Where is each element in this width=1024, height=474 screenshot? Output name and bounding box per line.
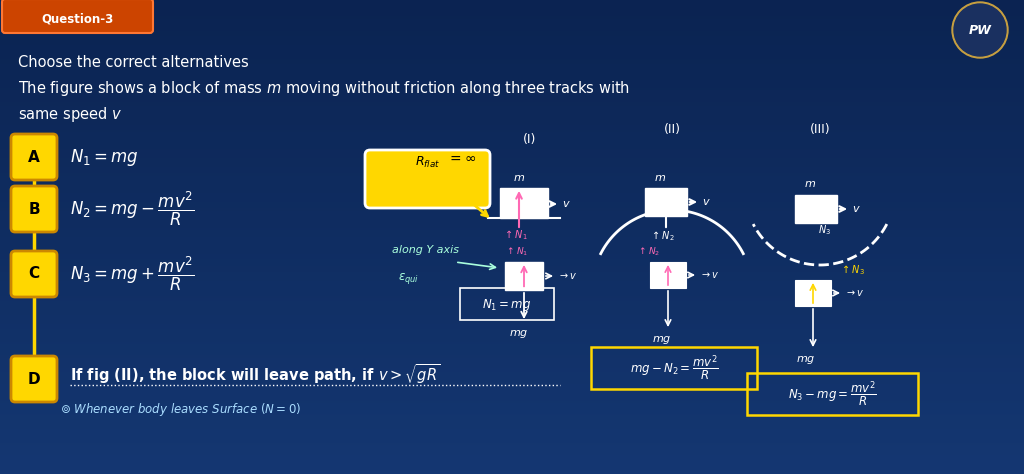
Text: $\uparrow N_1$: $\uparrow N_1$	[503, 228, 527, 242]
FancyBboxPatch shape	[11, 186, 57, 232]
Bar	[500, 188, 548, 218]
Text: Choose the correct alternatives: Choose the correct alternatives	[18, 55, 249, 70]
Text: (III): (III)	[810, 124, 830, 137]
Text: $N_3 = mg + \dfrac{mv^2}{R}$: $N_3 = mg + \dfrac{mv^2}{R}$	[70, 255, 195, 293]
Text: $mg$: $mg$	[797, 354, 816, 366]
Text: PW: PW	[969, 24, 991, 36]
Text: C: C	[29, 266, 40, 282]
Text: $v$: $v$	[562, 199, 570, 209]
Bar	[650, 262, 686, 288]
FancyBboxPatch shape	[11, 134, 57, 180]
FancyBboxPatch shape	[11, 356, 57, 402]
Text: $N_3 - mg = \dfrac{mv^2}{R}$: $N_3 - mg = \dfrac{mv^2}{R}$	[787, 379, 877, 409]
Text: B: B	[29, 201, 40, 217]
Text: $N_1 = mg$: $N_1 = mg$	[70, 146, 139, 167]
Text: same speed $v$: same speed $v$	[18, 104, 122, 124]
Text: $mg$: $mg$	[509, 328, 528, 340]
FancyBboxPatch shape	[2, 0, 153, 33]
Bar	[505, 262, 543, 290]
FancyBboxPatch shape	[365, 150, 490, 208]
Circle shape	[952, 2, 1008, 58]
Text: $R_{flat}$: $R_{flat}$	[416, 155, 440, 170]
Text: (I): (I)	[523, 134, 537, 146]
Text: $m$: $m$	[513, 173, 525, 183]
Text: $N_3$: $N_3$	[818, 223, 831, 237]
Text: $\to v$: $\to v$	[700, 270, 720, 280]
Bar	[795, 280, 831, 306]
Text: $\varepsilon_{qui}$: $\varepsilon_{qui}$	[398, 271, 419, 285]
Bar	[645, 188, 687, 216]
Text: $\uparrow N_2$: $\uparrow N_2$	[637, 246, 660, 258]
Text: Question-3: Question-3	[41, 12, 113, 26]
Text: $N_2 = mg - \dfrac{mv^2}{R}$: $N_2 = mg - \dfrac{mv^2}{R}$	[70, 190, 195, 228]
Text: (II): (II)	[664, 124, 681, 137]
Text: A: A	[28, 149, 40, 164]
Text: $\circledcirc$ Whenever body leaves Surface $(N=0)$: $\circledcirc$ Whenever body leaves Surf…	[60, 401, 301, 419]
Text: $= \infty$: $= \infty$	[447, 151, 476, 165]
Bar	[795, 195, 837, 223]
FancyBboxPatch shape	[11, 251, 57, 297]
Circle shape	[954, 4, 1006, 56]
Text: $N_1=mg$: $N_1=mg$	[482, 297, 531, 313]
Text: $mg$: $mg$	[652, 334, 672, 346]
Text: $\uparrow N_3$: $\uparrow N_3$	[840, 263, 865, 277]
Text: If fig (II), the block will leave path, if $v > \sqrt{gR}$: If fig (II), the block will leave path, …	[70, 362, 440, 386]
Text: $\to v$: $\to v$	[558, 271, 578, 281]
Text: D: D	[28, 372, 40, 386]
Text: $m$: $m$	[804, 179, 816, 189]
Text: along Y axis: along Y axis	[392, 245, 459, 255]
Text: $v$: $v$	[702, 197, 711, 207]
Text: $mg - N_2 = \dfrac{mv^2}{R}$: $mg - N_2 = \dfrac{mv^2}{R}$	[630, 353, 719, 383]
Text: $\uparrow N_2$: $\uparrow N_2$	[650, 229, 675, 243]
Text: $\uparrow N_1$: $\uparrow N_1$	[505, 246, 528, 258]
Text: $m$: $m$	[654, 173, 666, 183]
Text: $\to v$: $\to v$	[845, 288, 865, 298]
Text: The figure shows a block of mass $m$ moving without friction along three tracks : The figure shows a block of mass $m$ mov…	[18, 79, 630, 98]
Text: $v$: $v$	[852, 204, 861, 214]
